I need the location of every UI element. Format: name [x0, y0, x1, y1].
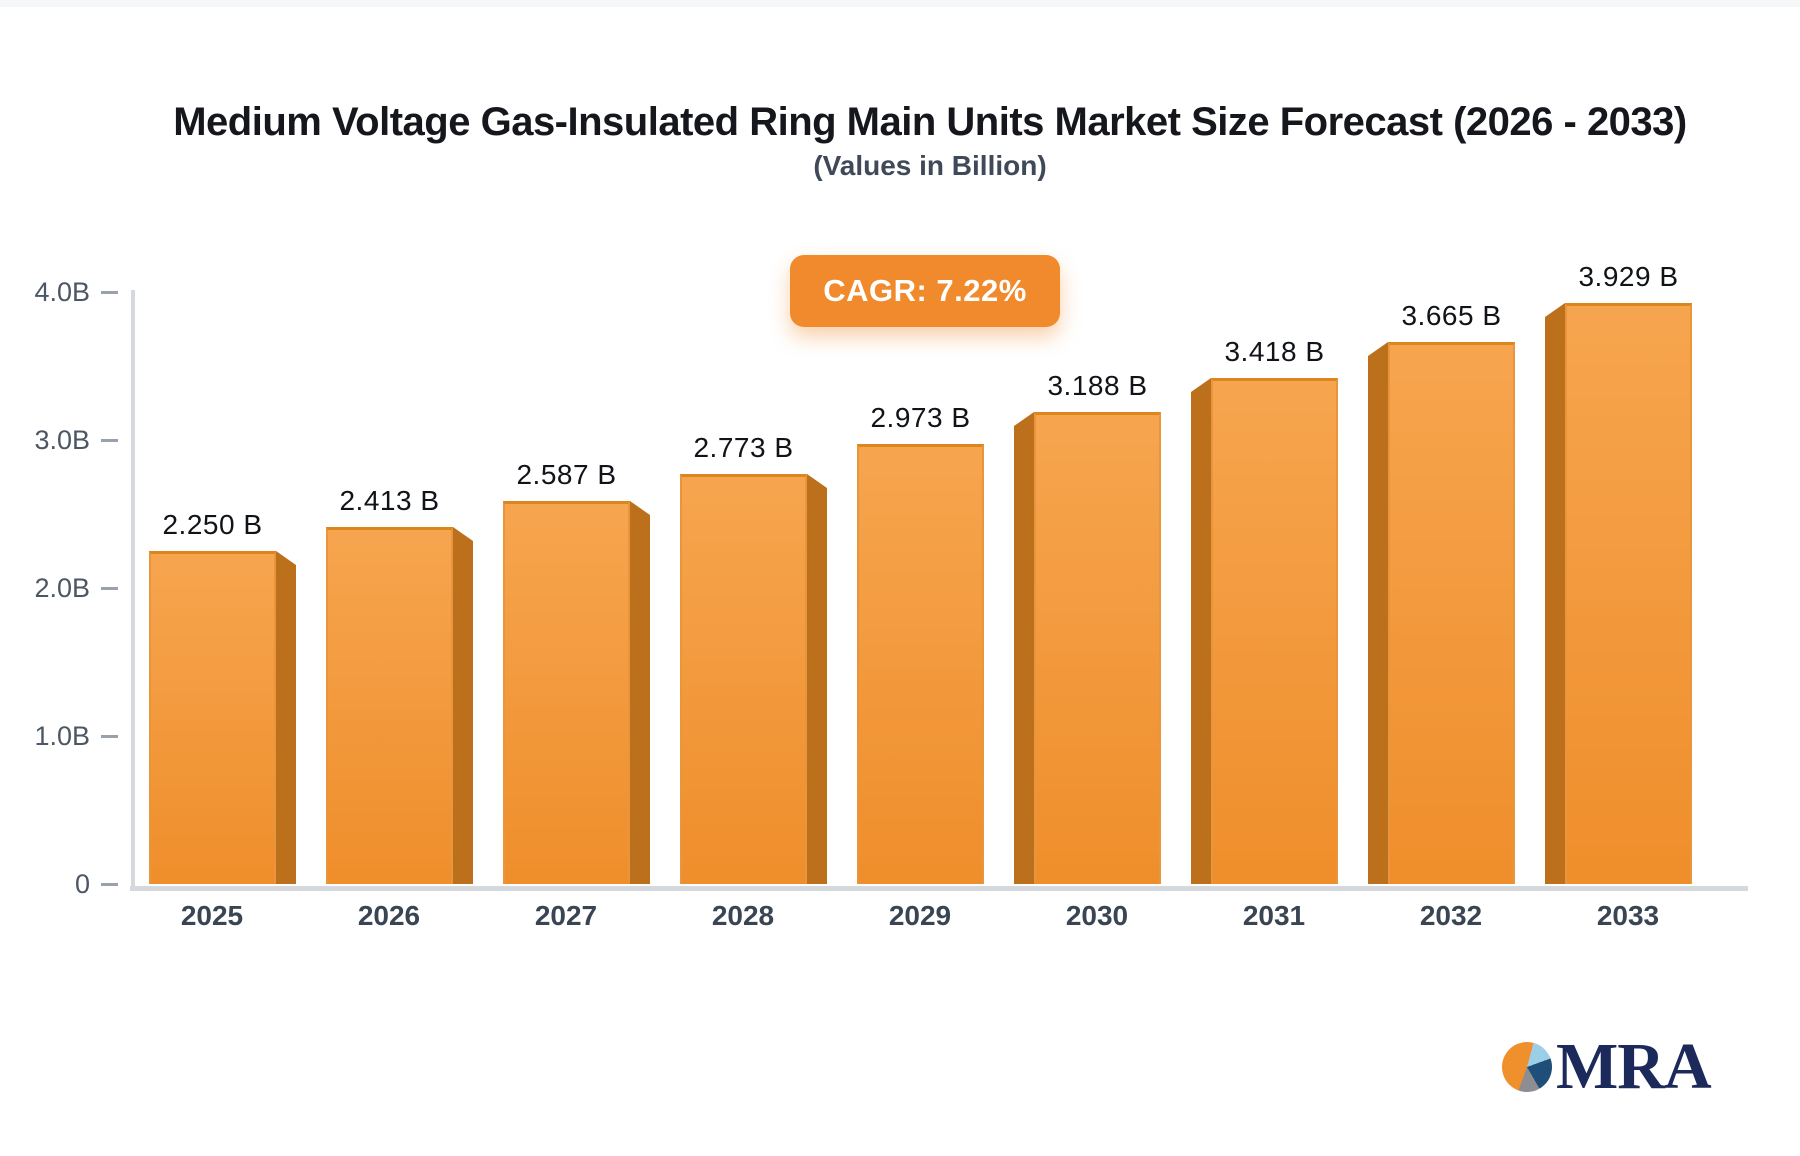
bar-side-face	[276, 551, 296, 884]
x-axis-label: 2030	[1065, 900, 1129, 931]
x-axis-label: 2025	[180, 900, 244, 931]
pie-chart-logo-icon	[1502, 1042, 1552, 1092]
chart-subtitle: (Values in Billion)	[813, 150, 1047, 181]
bar	[1565, 303, 1692, 884]
bar-value-label: 3.418 B	[1224, 336, 1325, 367]
bar	[857, 444, 984, 884]
bar-value-label: 2.250 B	[162, 509, 263, 540]
y-axis-tick	[101, 883, 118, 886]
bar-side-face	[1014, 412, 1034, 884]
bar-side-face	[807, 474, 827, 884]
bar	[1211, 378, 1338, 884]
x-axis-label: 2032	[1419, 900, 1483, 931]
bar-side-face	[1191, 378, 1211, 884]
y-axis-tick	[101, 735, 118, 738]
y-axis-line	[131, 290, 135, 888]
x-axis-label: 2028	[711, 900, 775, 931]
y-axis-label: 1.0B	[34, 721, 90, 751]
bar-value-label: 2.413 B	[339, 485, 440, 516]
chart-title: Medium Voltage Gas-Insulated Ring Main U…	[173, 100, 1687, 144]
x-axis-label: 2033	[1596, 900, 1660, 931]
cagr-badge: CAGR: 7.22%	[790, 255, 1060, 327]
bar-value-label: 2.773 B	[693, 432, 794, 463]
y-axis-label: 3.0B	[34, 425, 90, 455]
bar-side-face	[1368, 342, 1388, 884]
x-axis-label: 2031	[1242, 900, 1306, 931]
y-axis-label: 0	[74, 869, 90, 899]
bar	[680, 474, 807, 884]
bar	[149, 551, 276, 884]
x-axis-label: 2027	[534, 900, 598, 931]
bar-value-label: 3.929 B	[1578, 261, 1679, 292]
bar	[326, 527, 453, 884]
bar	[1034, 412, 1161, 884]
x-axis-label: 2026	[357, 900, 421, 931]
bar-value-label: 3.665 B	[1401, 300, 1502, 331]
y-axis-tick	[101, 587, 118, 590]
logo-text: MRA	[1556, 1030, 1712, 1103]
x-axis-line	[130, 886, 1748, 891]
x-axis-label: 2029	[888, 900, 952, 931]
bar	[503, 501, 630, 884]
bar-value-label: 2.587 B	[516, 459, 617, 490]
bar	[1388, 342, 1515, 884]
top-strip	[0, 0, 1800, 7]
y-axis-label: 2.0B	[34, 573, 90, 603]
bar-side-face	[1545, 303, 1565, 884]
bar-side-face	[453, 527, 473, 884]
mra-logo: MRA	[1502, 1030, 1712, 1103]
bar-value-label: 3.188 B	[1047, 370, 1148, 401]
y-axis-label: 4.0B	[34, 277, 90, 307]
y-axis-tick	[101, 291, 118, 294]
bar-value-label: 2.973 B	[870, 402, 971, 433]
bar-side-face	[630, 501, 650, 884]
y-axis-tick	[101, 439, 118, 442]
